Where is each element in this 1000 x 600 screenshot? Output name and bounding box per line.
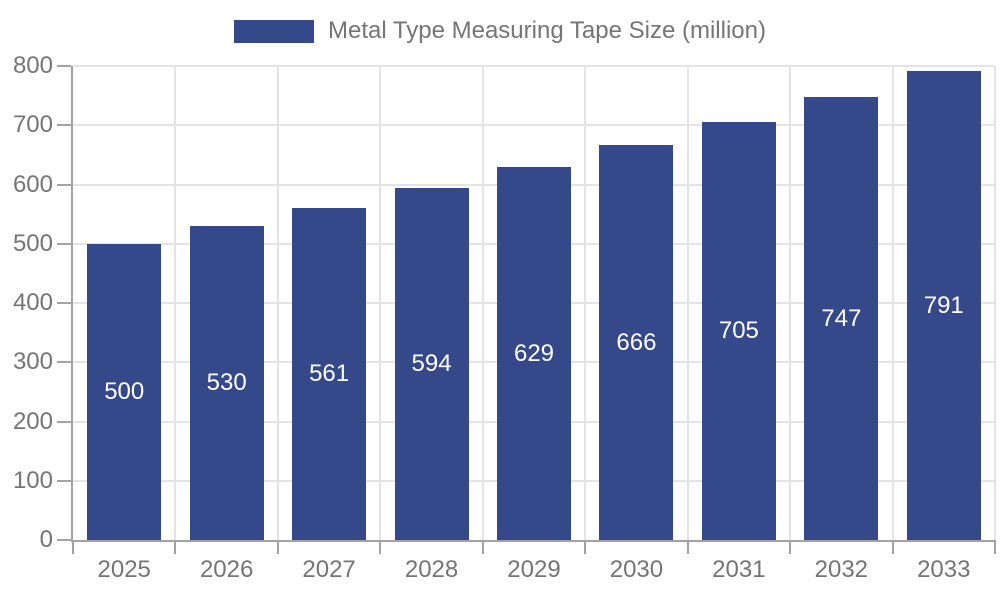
x-axis-tick bbox=[789, 540, 792, 554]
y-axis-tick-label: 300 bbox=[12, 348, 53, 376]
y-gridline bbox=[73, 65, 995, 67]
x-axis-tick-label: 2025 bbox=[97, 556, 151, 583]
y-axis-tick bbox=[57, 361, 71, 364]
y-axis-tick bbox=[57, 479, 71, 482]
bar: 594 bbox=[394, 188, 469, 540]
y-axis-tick bbox=[57, 242, 71, 245]
bar: 629 bbox=[497, 167, 571, 540]
y-axis-tick bbox=[57, 65, 71, 67]
bar-value-label: 629 bbox=[513, 339, 555, 367]
y-axis-tick bbox=[57, 302, 71, 304]
legend-swatch-icon bbox=[234, 19, 314, 43]
y-axis-tick-label: 400 bbox=[12, 289, 53, 316]
y-axis-tick-label: 700 bbox=[12, 111, 53, 139]
x-gridline bbox=[686, 66, 689, 540]
bar: 666 bbox=[599, 145, 674, 540]
y-axis-line bbox=[71, 66, 73, 542]
y-axis-tick bbox=[57, 539, 71, 541]
x-axis-tick-label: 2027 bbox=[302, 556, 356, 583]
x-axis-tick bbox=[379, 540, 382, 554]
bar-value-label: 530 bbox=[206, 368, 247, 396]
bar: 705 bbox=[701, 122, 776, 540]
x-axis-tick bbox=[891, 540, 894, 554]
bar: 530 bbox=[189, 225, 264, 540]
x-gridline bbox=[584, 66, 587, 540]
x-axis-tick bbox=[584, 540, 587, 554]
x-gridline bbox=[379, 66, 382, 540]
x-axis-tick-label: 2031 bbox=[712, 556, 766, 583]
plot-area: 500 530 561 594 629 666 705 747 791 bbox=[73, 65, 996, 540]
y-axis-tick-label: 0 bbox=[39, 526, 53, 553]
bar: 791 bbox=[906, 71, 981, 540]
legend-label: Metal Type Measuring Tape Size (million) bbox=[328, 17, 766, 44]
x-axis-tick-label: 2028 bbox=[404, 556, 459, 583]
x-axis-tick bbox=[174, 540, 177, 554]
bar-value-label: 791 bbox=[923, 291, 964, 319]
bar-value-label: 561 bbox=[309, 359, 350, 387]
legend: Metal Type Measuring Tape Size (million) bbox=[0, 17, 1000, 45]
x-axis-tick bbox=[276, 540, 279, 554]
x-axis-tick-label: 2026 bbox=[199, 556, 254, 583]
x-axis-tick bbox=[686, 540, 689, 554]
y-axis-tick bbox=[57, 420, 71, 423]
bar-value-label: 594 bbox=[411, 350, 452, 378]
x-axis-line bbox=[71, 540, 995, 542]
y-axis-tick-label: 800 bbox=[12, 52, 53, 79]
bar: 747 bbox=[804, 97, 879, 540]
y-axis-tick bbox=[57, 183, 71, 186]
x-gridline bbox=[174, 66, 177, 540]
y-gridline bbox=[73, 124, 995, 127]
bar-value-label: 666 bbox=[616, 328, 657, 356]
bar: 561 bbox=[292, 207, 367, 540]
x-axis-tick bbox=[481, 540, 484, 554]
y-axis-tick-label: 500 bbox=[12, 229, 53, 257]
x-axis-tick-label: 2029 bbox=[507, 556, 561, 583]
x-gridline bbox=[994, 66, 996, 540]
y-axis-tick-label: 600 bbox=[12, 170, 53, 198]
x-axis-tick bbox=[994, 540, 996, 554]
bar-value-label: 747 bbox=[821, 304, 862, 332]
y-axis-tick bbox=[57, 124, 71, 127]
x-axis-tick bbox=[72, 540, 74, 554]
x-gridline bbox=[891, 66, 894, 540]
x-gridline bbox=[789, 66, 792, 540]
y-axis-tick-label: 200 bbox=[12, 407, 53, 435]
x-gridline bbox=[276, 66, 279, 540]
x-axis-tick-label: 2032 bbox=[814, 556, 869, 583]
x-gridline bbox=[481, 66, 484, 540]
x-axis-tick-label: 2033 bbox=[917, 556, 971, 583]
x-axis-tick-label: 2030 bbox=[609, 556, 664, 583]
bar: 500 bbox=[87, 243, 162, 540]
bar-value-label: 500 bbox=[104, 377, 145, 405]
y-axis-tick-label: 100 bbox=[12, 466, 53, 494]
bar-value-label: 705 bbox=[718, 317, 759, 345]
